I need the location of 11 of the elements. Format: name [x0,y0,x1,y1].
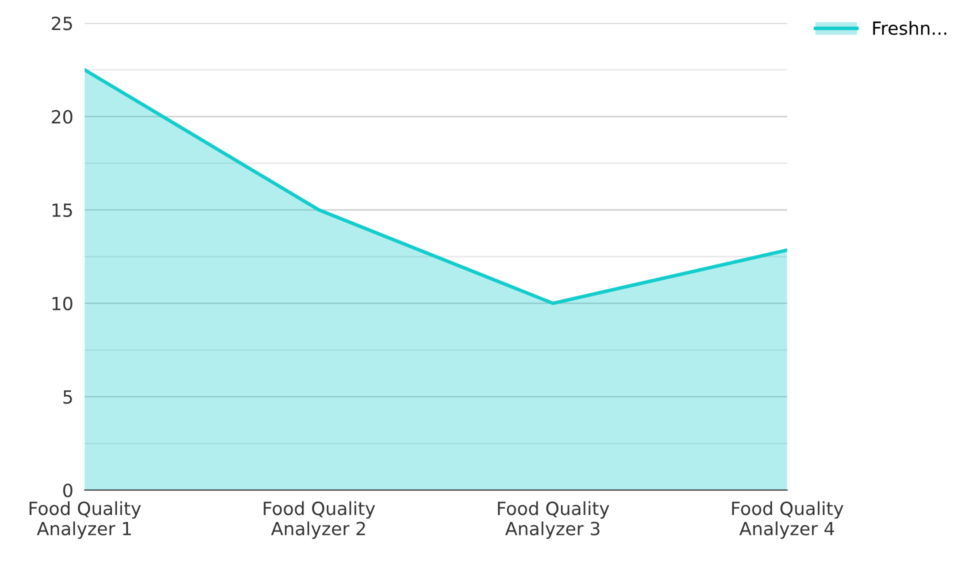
y-tick-label: 25 [52,16,72,30]
legend-label: Freshn... [873,21,946,35]
x-tick-label: Food Quality Analyzer 1 [30,501,141,539]
x-tick-label: Food Quality Analyzer 2 [264,501,376,539]
x-tick-label: Food Quality Analyzer 3 [498,501,610,539]
y-tick-label: 15 [52,204,72,218]
x-tick-label: Food Quality Analyzer 4 [732,501,844,539]
y-tick-label: 10 [52,296,72,310]
y-tick-label: 5 [63,390,72,404]
y-tick-label: 0 [63,484,72,498]
y-tick-label: 20 [52,110,72,124]
